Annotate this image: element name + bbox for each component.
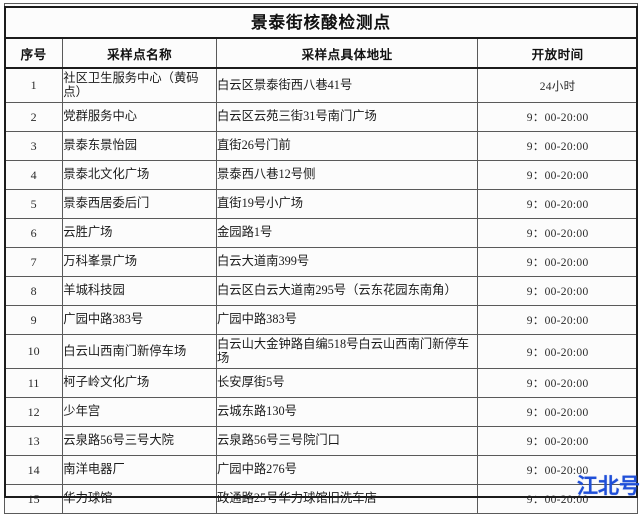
cell-hours: 9：00-20:00 [477, 426, 638, 456]
table-row: 2 党群服务中心 白云区云苑三街31号南门广场 9：00-20:00 [3, 102, 638, 132]
cell-address: 直街26号门前 [215, 131, 479, 161]
cell-hours: 9：00-20:00 [477, 102, 638, 132]
table-row: 1 社区卫生服务中心（黄码点） 白云区景泰街西八巷41号 24小时 [3, 67, 638, 103]
cell-index: 6 [3, 218, 64, 248]
table-body: 景泰街核酸检测点 序号 采样点名称 采样点具体地址 开放时间 1 社区卫生服务中… [3, 3, 638, 514]
cell-index: 12 [3, 397, 64, 427]
cell-hours: 9：00-20:00 [477, 397, 638, 427]
cell-name: 云胜广场 [62, 218, 217, 248]
cell-name: 少年宫 [62, 397, 217, 427]
cell-address: 白云山大金钟路自编518号白云山西南门新停车场 [215, 334, 479, 369]
cell-hours: 9：00-20:00 [477, 247, 638, 277]
table-row: 9 广园中路383号 广园中路383号 9：00-20:00 [3, 305, 638, 335]
table-row: 6 云胜广场 金园路1号 9：00-20:00 [3, 218, 638, 248]
cell-index: 8 [3, 276, 64, 306]
table-row: 12 少年宫 云城东路130号 9：00-20:00 [3, 397, 638, 427]
cell-name: 柯子岭文化广场 [62, 368, 217, 398]
column-header-index: 序号 [3, 37, 64, 69]
cell-name: 社区卫生服务中心（黄码点） [62, 67, 217, 103]
cell-index: 14 [3, 455, 64, 485]
cell-hours: 9：00-20:00 [477, 189, 638, 219]
cell-name: 云泉路56号三号大院 [62, 426, 217, 456]
column-header-hours: 开放时间 [477, 37, 638, 69]
cell-name: 景泰东景怡园 [62, 131, 217, 161]
table-row: 7 万科峯景广场 白云大道南399号 9：00-20:00 [3, 247, 638, 277]
cell-address: 直街19号小广场 [215, 189, 479, 219]
cell-address: 广园中路383号 [215, 305, 479, 335]
cell-index: 10 [3, 334, 64, 369]
cell-index: 4 [3, 160, 64, 190]
cell-name: 南洋电器厂 [62, 455, 217, 485]
cell-hours: 9：00-20:00 [477, 131, 638, 161]
testing-sites-table: 景泰街核酸检测点 序号 采样点名称 采样点具体地址 开放时间 1 社区卫生服务中… [3, 3, 638, 514]
table-row: 4 景泰北文化广场 景泰西八巷12号侧 9：00-20:00 [3, 160, 638, 190]
cell-address: 长安厚街5号 [215, 368, 479, 398]
cell-name: 羊城科技园 [62, 276, 217, 306]
cell-hours: 24小时 [477, 67, 638, 103]
document-page: 景泰街核酸检测点 序号 采样点名称 采样点具体地址 开放时间 1 社区卫生服务中… [0, 3, 644, 514]
cell-address: 白云区白云大道南295号（云东花园东南角） [215, 276, 479, 306]
cell-index: 13 [3, 426, 64, 456]
cell-address: 政通路25号华力球馆旧洗车店 [215, 484, 479, 514]
table-row: 15 华力球馆 政通路25号华力球馆旧洗车店 9：00-20:00 [3, 484, 638, 514]
cell-address: 景泰西八巷12号侧 [215, 160, 479, 190]
cell-name: 万科峯景广场 [62, 247, 217, 277]
cell-index: 9 [3, 305, 64, 335]
table-row: 14 南洋电器厂 广园中路276号 9：00-20:00 [3, 455, 638, 485]
title-row: 景泰街核酸检测点 [4, 3, 638, 39]
cell-index: 15 [3, 484, 64, 514]
cell-address: 云泉路56号三号院门口 [215, 426, 479, 456]
cell-hours: 9：00-20:00 [477, 160, 638, 190]
table-row: 8 羊城科技园 白云区白云大道南295号（云东花园东南角） 9：00-20:00 [3, 276, 638, 306]
table-row: 11 柯子岭文化广场 长安厚街5号 9：00-20:00 [3, 368, 638, 398]
cell-hours: 9：00-20:00 [477, 276, 638, 306]
table-row: 5 景泰西居委后门 直街19号小广场 9：00-20:00 [3, 189, 638, 219]
cell-index: 11 [3, 368, 64, 398]
cell-address: 云城东路130号 [215, 397, 479, 427]
cell-address: 白云大道南399号 [215, 247, 479, 277]
cell-address: 白云区云苑三街31号南门广场 [215, 102, 479, 132]
cell-name: 党群服务中心 [62, 102, 217, 132]
cell-address: 广园中路276号 [215, 455, 479, 485]
page-title: 景泰街核酸检测点 [4, 3, 638, 39]
cell-hours: 9：00-20:00 [477, 334, 638, 369]
cell-hours: 9：00-20:00 [477, 218, 638, 248]
cell-index: 7 [3, 247, 64, 277]
cell-index: 2 [3, 102, 64, 132]
cell-name: 景泰北文化广场 [62, 160, 217, 190]
cell-address: 白云区景泰街西八巷41号 [215, 67, 479, 103]
cell-index: 3 [3, 131, 64, 161]
header-row: 序号 采样点名称 采样点具体地址 开放时间 [3, 37, 638, 69]
cell-address: 金园路1号 [215, 218, 479, 248]
cell-index: 5 [3, 189, 64, 219]
table-row: 10 白云山西南门新停车场 白云山大金钟路自编518号白云山西南门新停车场 9：… [3, 334, 638, 369]
table-row: 13 云泉路56号三号大院 云泉路56号三号院门口 9：00-20:00 [3, 426, 638, 456]
column-header-name: 采样点名称 [62, 37, 217, 69]
table-row: 3 景泰东景怡园 直街26号门前 9：00-20:00 [3, 131, 638, 161]
cell-name: 华力球馆 [62, 484, 217, 514]
cell-name: 广园中路383号 [62, 305, 217, 335]
column-header-address: 采样点具体地址 [215, 37, 479, 69]
cell-name: 白云山西南门新停车场 [62, 334, 217, 369]
cell-hours: 9：00-20:00 [477, 305, 638, 335]
cell-name: 景泰西居委后门 [62, 189, 217, 219]
cell-index: 1 [3, 67, 64, 103]
cell-hours: 9：00-20:00 [477, 368, 638, 398]
watermark-text: 江北号 [577, 475, 640, 498]
